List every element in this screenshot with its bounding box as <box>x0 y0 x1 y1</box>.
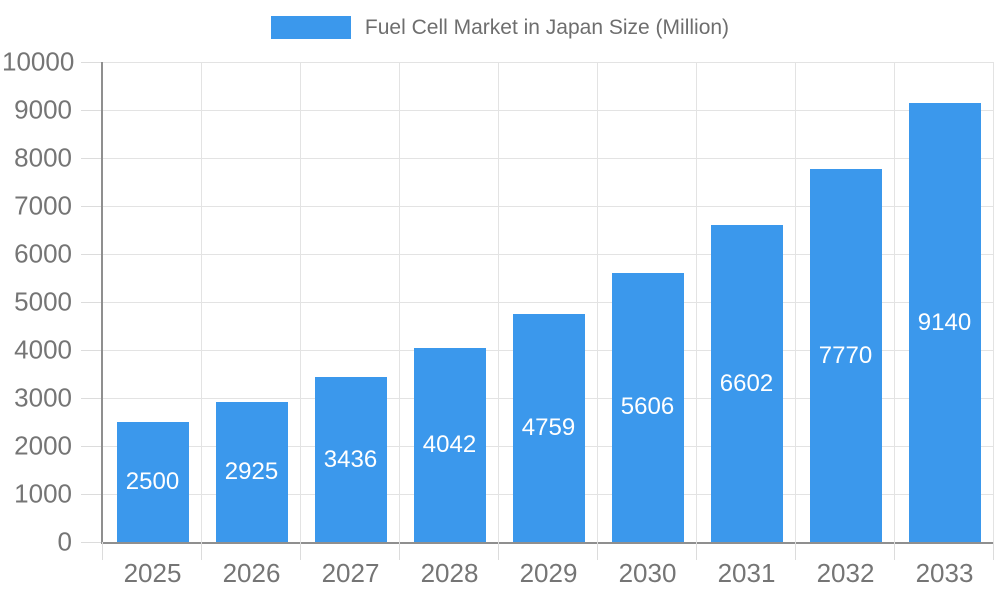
x-axis-label-2033: 2033 <box>915 558 974 588</box>
gridline-horizontal <box>103 158 994 159</box>
bar-2026[interactable]: 2925 <box>215 401 288 542</box>
gridline-vertical <box>993 62 994 542</box>
x-axis-label-2027: 2027 <box>321 558 380 588</box>
bar-2032[interactable]: 7770 <box>809 169 882 542</box>
x-axis-label-2031: 2031 <box>717 558 776 588</box>
y-axis-tick <box>81 398 101 399</box>
x-axis-tick <box>201 542 202 560</box>
x-axis-label-2028: 2028 <box>420 558 479 588</box>
legend-label: Fuel Cell Market in Japan Size (Million) <box>364 16 730 39</box>
gridline-horizontal <box>103 110 994 111</box>
bar-2028[interactable]: 4042 <box>413 347 486 542</box>
y-axis-label: 10000 <box>2 46 75 77</box>
y-axis-tick <box>81 110 101 111</box>
gridline-vertical <box>498 62 499 542</box>
y-axis-label: 2000 <box>14 430 72 461</box>
y-axis-tick <box>81 254 101 255</box>
x-axis-tick <box>399 542 400 560</box>
bar-value-label: 7770 <box>818 341 873 369</box>
bar-value-label: 3436 <box>323 445 378 473</box>
bar-2027[interactable]: 3436 <box>314 377 387 542</box>
y-axis-tick <box>81 158 101 159</box>
x-axis-label-2025: 2025 <box>123 558 182 588</box>
x-axis-tick <box>498 542 499 560</box>
bar-2031[interactable]: 6602 <box>710 225 783 542</box>
x-axis-tick <box>894 542 895 560</box>
y-axis-tick <box>81 302 101 303</box>
y-axis-tick <box>81 494 101 495</box>
gridline-vertical <box>696 62 697 542</box>
bar-value-label: 4759 <box>521 413 576 441</box>
y-axis-tick <box>81 206 101 207</box>
x-axis-tick <box>597 542 598 560</box>
x-axis-tick <box>993 542 994 560</box>
gridline-horizontal <box>103 302 994 303</box>
legend-swatch <box>270 16 351 39</box>
x-axis-label-2026: 2026 <box>222 558 281 588</box>
y-axis-tick <box>81 542 101 543</box>
y-axis-label: 0 <box>57 526 72 557</box>
y-axis-label: 9000 <box>14 94 72 125</box>
y-axis-label: 4000 <box>14 334 72 365</box>
gridline-vertical <box>300 62 301 542</box>
x-axis-tick <box>102 542 103 560</box>
gridline-vertical <box>795 62 796 542</box>
y-axis-label: 8000 <box>14 142 72 173</box>
y-axis-label: 6000 <box>14 238 72 269</box>
x-axis-tick <box>795 542 796 560</box>
bar-2025[interactable]: 2500 <box>116 422 189 542</box>
legend-item[interactable]: Fuel Cell Market in Japan Size (Million) <box>0 16 1000 39</box>
x-axis-label-2030: 2030 <box>618 558 677 588</box>
bar-2033[interactable]: 9140 <box>908 103 981 542</box>
bar-value-label: 6602 <box>719 369 774 397</box>
bar-value-label: 5606 <box>620 393 675 421</box>
y-axis-tick <box>81 62 101 63</box>
gridline-horizontal <box>103 206 994 207</box>
y-axis-tick <box>81 446 101 447</box>
bar-value-label: 2925 <box>224 457 279 485</box>
gridline-vertical <box>399 62 400 542</box>
y-axis-label: 3000 <box>14 382 72 413</box>
gridline-horizontal <box>103 62 994 63</box>
gridline-horizontal <box>103 254 994 255</box>
bar-2030[interactable]: 5606 <box>611 272 684 542</box>
plot-area: 0 1000 2000 3000 4000 5000 6000 7000 8000 9000 100… <box>2 47 994 588</box>
x-axis-label-2029: 2029 <box>519 558 578 588</box>
bar-value-label: 9140 <box>917 308 972 336</box>
bar-value-label: 2500 <box>125 468 180 495</box>
y-axis-label: 7000 <box>14 190 72 221</box>
gridline-vertical <box>201 62 202 542</box>
gridline-vertical <box>597 62 598 542</box>
x-axis-tick <box>696 542 697 560</box>
x-axis-tick <box>300 542 301 560</box>
bar-2029[interactable]: 4759 <box>512 313 585 542</box>
y-axis-label: 1000 <box>14 478 72 509</box>
bar-value-label: 4042 <box>422 430 477 458</box>
x-axis-label-2032: 2032 <box>816 558 875 588</box>
y-axis-tick <box>81 350 101 351</box>
gridline-vertical <box>894 62 895 542</box>
y-axis-label: 5000 <box>14 286 72 317</box>
